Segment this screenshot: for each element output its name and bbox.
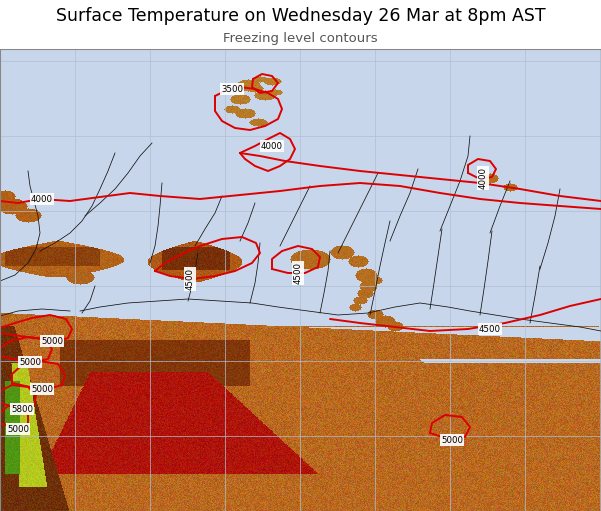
Text: 5000: 5000 <box>441 435 463 445</box>
Text: 4000: 4000 <box>31 195 53 203</box>
Text: 4000: 4000 <box>478 167 487 189</box>
Text: 5800: 5800 <box>11 405 33 413</box>
Text: 4000: 4000 <box>261 142 283 151</box>
Text: 5000: 5000 <box>41 337 63 345</box>
Text: Surface Temperature on Wednesday 26 Mar at 8pm AST: Surface Temperature on Wednesday 26 Mar … <box>56 7 545 25</box>
Text: Freezing level contours: Freezing level contours <box>223 32 378 45</box>
Text: 5000: 5000 <box>7 425 29 433</box>
Text: 5000: 5000 <box>31 384 53 393</box>
Text: 5000: 5000 <box>19 358 41 366</box>
Text: 4500: 4500 <box>186 268 195 290</box>
Text: 3500: 3500 <box>221 84 243 94</box>
Text: 4500: 4500 <box>479 324 501 334</box>
Text: 4500: 4500 <box>293 262 302 284</box>
